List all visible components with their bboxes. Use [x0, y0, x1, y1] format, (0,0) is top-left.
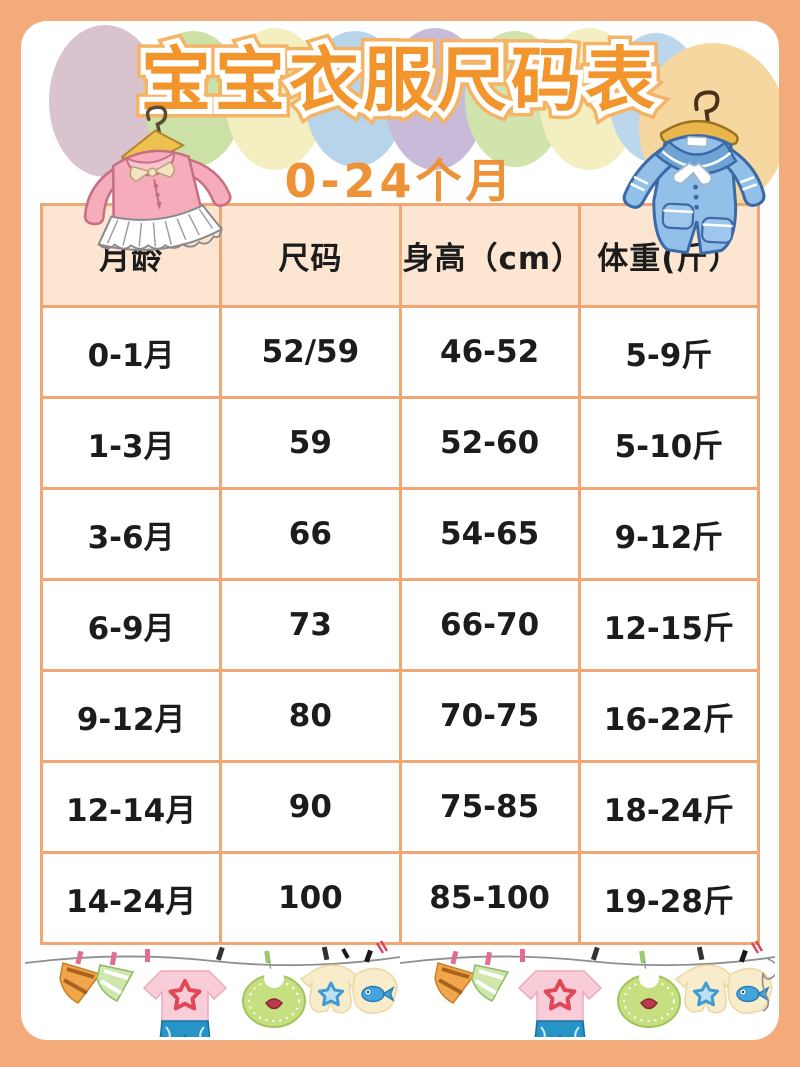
table-cell: 1-3月: [39, 396, 223, 490]
table-row: 0-1月 52/59 46-52 5-9斤: [39, 305, 761, 399]
blue-sailor-romper-on-hanger-icon: [622, 90, 766, 256]
table-cell: 6-9月: [39, 578, 223, 672]
table-cell: 52-60: [398, 396, 581, 490]
table-cell: 80: [219, 669, 402, 763]
page-title-stroke: 宝宝衣服尺码表: [136, 34, 660, 126]
size-table: 月龄 尺码 身高（cm） 体重(斤） 0-1月 52/59 46-52 5-9斤 1-3月 59…: [39, 203, 761, 945]
star-icon: [317, 981, 345, 1007]
neckerchief: [672, 161, 713, 186]
table-cell: 85-100: [398, 851, 581, 945]
age-range-subtitle: 0-24个月: [284, 154, 516, 208]
baby-shorts-icon: [159, 1020, 211, 1037]
table-row: 12-14月 90 75-85 18-24斤: [39, 760, 761, 854]
table-cell: 52/59: [219, 305, 402, 399]
table-cell: 66: [219, 487, 402, 581]
striped-sock-icon: [434, 962, 477, 1004]
table-row: 14-24月 100 85-100 19-28斤: [39, 851, 761, 945]
table-cell: 16-22斤: [577, 669, 761, 763]
table-cell: 3-6月: [39, 487, 223, 581]
page-title-text: 宝宝衣服尺码表: [141, 39, 659, 121]
column-header: 身高（cm）: [398, 203, 582, 308]
header-row: 月龄 尺码 身高（cm） 体重(斤）: [39, 203, 761, 308]
column-header: 尺码: [219, 203, 402, 308]
table-cell: 90: [219, 760, 402, 854]
table-row: 9-12月 80 70-75 16-22斤: [39, 669, 761, 763]
table-row: 3-6月 66 54-65 9-12斤: [39, 487, 761, 581]
baby-tshirt-icon: [517, 970, 603, 1024]
table-cell: 54-65: [398, 487, 581, 581]
table-cell: 66-70: [398, 578, 581, 672]
table-cell: 19-28斤: [577, 851, 761, 945]
clothesline-segment: [400, 940, 775, 1037]
baby-shorts-icon: [534, 1020, 586, 1037]
table-cell: 70-75: [398, 669, 581, 763]
baby-tshirt-icon: [142, 970, 228, 1024]
table-cell: 59: [219, 396, 402, 490]
striped-sock-icon: [59, 962, 102, 1004]
baby-clothesline-icon: [25, 937, 775, 1037]
table-row: 6-9月 73 66-70 12-15斤: [39, 578, 761, 672]
table-cell: 73: [219, 578, 402, 672]
poster-card: 宝宝衣服尺码表 宝宝衣服尺码表 宝宝衣服尺码表 0-24个月 月龄 尺码 身高（cm…: [21, 21, 779, 1040]
table-body: 0-1月 52/59 46-52 5-9斤 1-3月 59 52-60 5-10斤 3-6月 66…: [39, 305, 761, 945]
table-cell: 5-10斤: [577, 396, 761, 490]
table-cell: 12-15斤: [577, 578, 761, 672]
striped-sock-icon: [471, 964, 510, 1002]
page-title-halo: 宝宝衣服尺码表: [133, 31, 664, 130]
star-icon: [168, 979, 202, 1011]
fish-icon: [361, 985, 385, 1003]
table-cell: 18-24斤: [577, 760, 761, 854]
table-cell: 75-85: [398, 760, 581, 854]
table-row: 1-3月 59 52-60 5-10斤: [39, 396, 761, 490]
table-cell: 9-12月: [39, 669, 223, 763]
striped-sock-icon: [96, 964, 135, 1002]
page-title: 宝宝衣服尺码表 宝宝衣服尺码表 宝宝衣服尺码表: [21, 31, 779, 139]
table-cell: 46-52: [398, 305, 581, 399]
fish-icon: [736, 985, 760, 1003]
pink-dress-on-hanger-icon: [83, 105, 232, 251]
star-icon: [692, 981, 720, 1007]
table-cell: 5-9斤: [577, 305, 761, 399]
table-cell: 9-12斤: [577, 487, 761, 581]
hanger-hook: [145, 105, 168, 136]
star-icon: [543, 979, 577, 1011]
hanger-hook: [694, 90, 720, 125]
table-cell: 100: [219, 851, 402, 945]
sailor-collar: [654, 139, 738, 175]
table-cell: 0-1月: [39, 305, 223, 399]
clothesline-segment: [25, 940, 400, 1037]
table-cell: 12-14月: [39, 760, 223, 854]
table-cell: 14-24月: [39, 851, 223, 945]
